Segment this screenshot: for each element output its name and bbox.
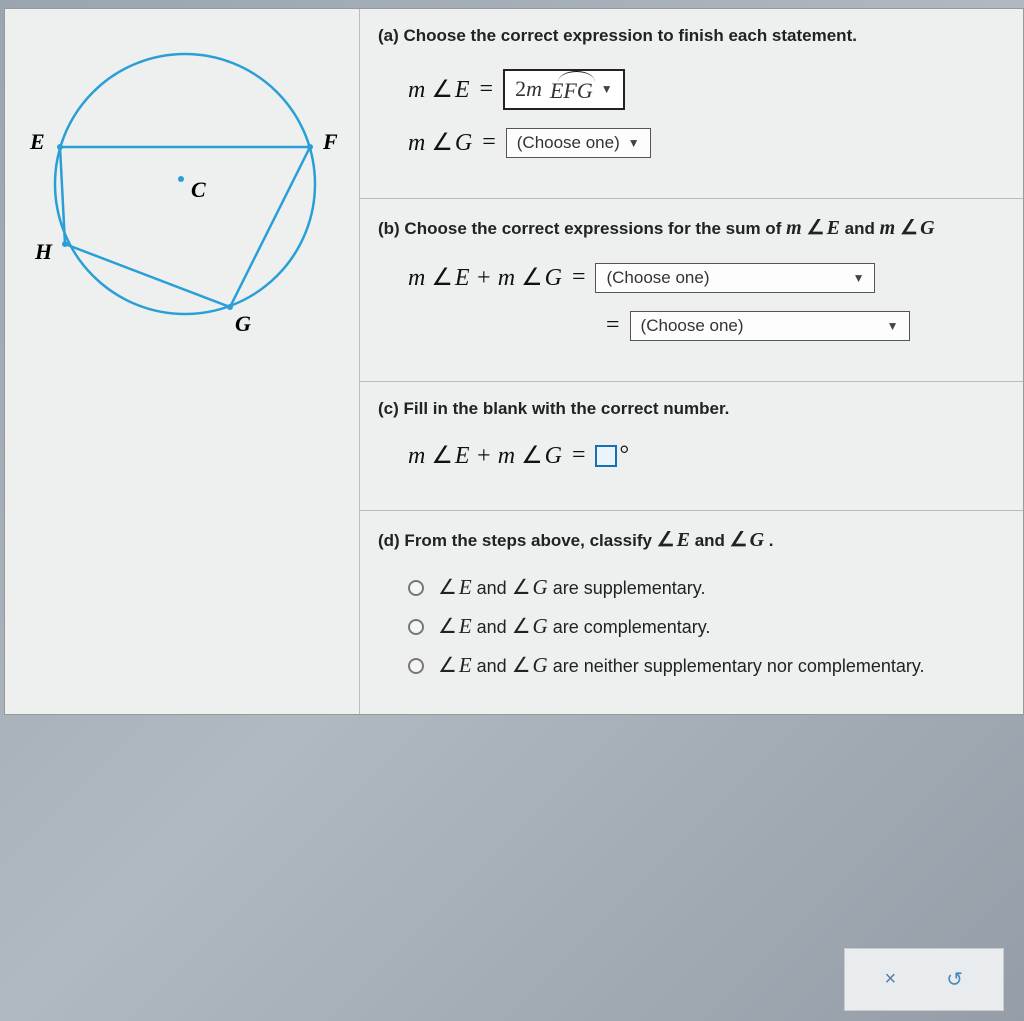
inscribed-quadrilateral: [60, 147, 310, 307]
blank-input[interactable]: [595, 445, 617, 467]
circle-diagram: E F G H C: [15, 29, 349, 349]
chevron-down-icon: ▼: [853, 271, 865, 285]
prompt-b: (b) Choose the correct expressions for t…: [378, 213, 1005, 243]
lhs-sum-c: m E + m G: [408, 441, 562, 470]
prompt-d-period: .: [769, 531, 774, 550]
dropdown-angle-e[interactable]: 2m EFG ▼: [503, 69, 625, 110]
point-center: [178, 176, 184, 182]
circle: [55, 54, 315, 314]
label-c: C: [191, 177, 206, 202]
option-complementary[interactable]: E and G are complementary.: [408, 614, 1005, 639]
lhs-angle-e: m E: [408, 75, 470, 104]
label-f: F: [322, 129, 338, 154]
section-c: (c) Fill in the blank with the correct n…: [360, 382, 1023, 512]
option-label: E and G are neither supplementary nor co…: [438, 653, 925, 678]
lhs-sum: m E + m G: [408, 263, 562, 292]
footer-toolbar: × ↺: [844, 948, 1004, 1011]
row-fill-blank: m E + m G = °: [408, 441, 1005, 470]
dropdown-placeholder: (Choose one): [517, 133, 620, 153]
row-sum-1: m E + m G = (Choose one) ▼: [408, 263, 1005, 293]
prompt-a: (a) Choose the correct expression to fin…: [378, 23, 1005, 49]
close-button[interactable]: ×: [885, 968, 897, 991]
radio-icon: [408, 619, 424, 635]
equals-sign: =: [480, 76, 494, 103]
prompt-b-and: and: [845, 219, 880, 238]
chevron-down-icon: ▼: [601, 82, 613, 96]
equals-sign: =: [572, 442, 586, 469]
point-f: [307, 144, 313, 150]
prompt-c: (c) Fill in the blank with the correct n…: [378, 396, 1005, 422]
point-g: [227, 304, 233, 310]
equals-sign: =: [482, 129, 496, 156]
reset-button[interactable]: ↺: [946, 967, 963, 992]
row-angle-g: m G = (Choose one) ▼: [408, 128, 1005, 158]
dropdown-sum-2[interactable]: (Choose one) ▼: [630, 311, 910, 341]
option-label: E and G are complementary.: [438, 614, 710, 639]
equals-sign: =: [572, 264, 586, 291]
arc-efg: EFG: [550, 75, 593, 104]
chevron-down-icon: ▼: [628, 136, 640, 150]
prompt-b-text: (b) Choose the correct expressions for t…: [378, 219, 786, 238]
lhs-angle-g: m G: [408, 128, 472, 157]
dropdown-angle-g[interactable]: (Choose one) ▼: [506, 128, 651, 158]
dropdown-placeholder: (Choose one): [606, 268, 709, 288]
row-angle-e: m E = 2m EFG ▼: [408, 69, 1005, 110]
point-h: [62, 241, 68, 247]
row-sum-2: = (Choose one) ▼: [596, 311, 1005, 341]
section-b: (b) Choose the correct expressions for t…: [360, 199, 1023, 382]
point-e: [57, 144, 63, 150]
label-g: G: [235, 311, 251, 336]
equals-sign: =: [606, 312, 620, 339]
diagram-column: E F G H C: [5, 9, 360, 714]
worksheet-page: E F G H C (a) Choose the correct express…: [4, 8, 1024, 715]
option-label: E and G are supplementary.: [438, 575, 705, 600]
label-h: H: [34, 239, 53, 264]
section-a: (a) Choose the correct expression to fin…: [360, 9, 1023, 199]
section-d: (d) From the steps above, classify E and…: [360, 511, 1023, 714]
radio-icon: [408, 580, 424, 596]
prompt-d-text: (d) From the steps above, classify: [378, 531, 657, 550]
degree-symbol: °: [619, 442, 629, 469]
radio-icon: [408, 658, 424, 674]
option-supplementary[interactable]: E and G are supplementary.: [408, 575, 1005, 600]
prompt-d-and: and: [695, 531, 730, 550]
questions-column: (a) Choose the correct expression to fin…: [360, 9, 1023, 714]
label-e: E: [29, 129, 45, 154]
dropdown-sum-1[interactable]: (Choose one) ▼: [595, 263, 875, 293]
dropdown-placeholder: (Choose one): [641, 316, 744, 336]
chevron-down-icon: ▼: [887, 319, 899, 333]
option-neither[interactable]: E and G are neither supplementary nor co…: [408, 653, 1005, 678]
prompt-d: (d) From the steps above, classify E and…: [378, 525, 1005, 555]
